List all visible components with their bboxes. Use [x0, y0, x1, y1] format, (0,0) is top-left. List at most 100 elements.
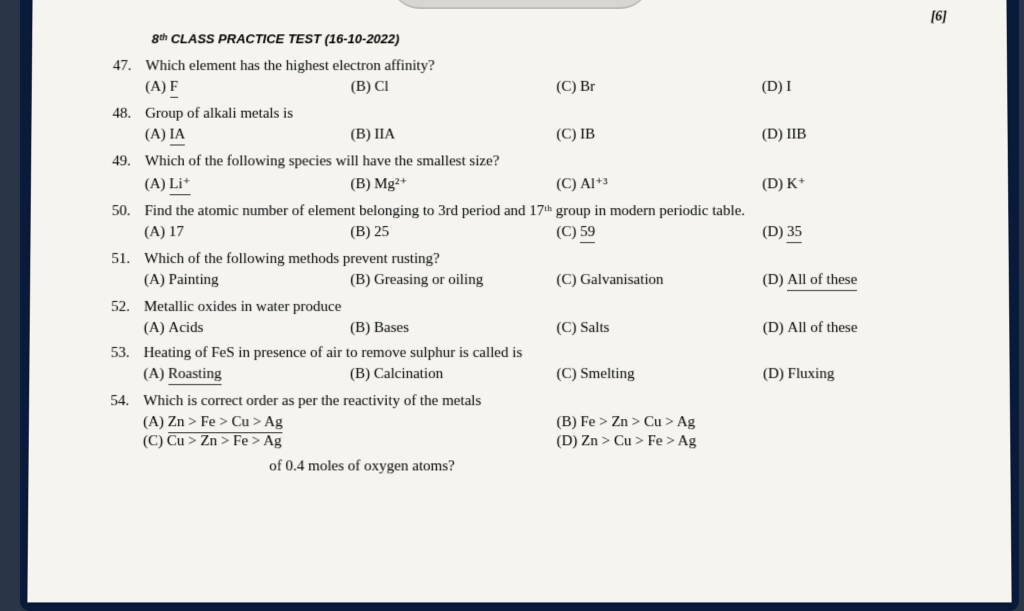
question-number: 51.	[70, 251, 144, 268]
option-value: Al⁺³	[580, 174, 607, 193]
option-key: (A)	[143, 414, 168, 431]
option: (D) IIB	[762, 127, 968, 146]
option-key: (B)	[350, 272, 374, 289]
option: (A) Acids	[144, 320, 350, 337]
question-line: 48.Group of alkali metals is	[71, 106, 967, 123]
question: 48.Group of alkali metals is(A) IA(B) II…	[71, 106, 968, 146]
option: (B) IIA	[351, 127, 557, 146]
cutoff-text: of 0.4 moles of oxygen atoms?	[269, 458, 970, 475]
option-value: IIB	[787, 127, 807, 144]
option: (D) K⁺	[762, 174, 968, 195]
clipboard-clip	[389, 0, 650, 9]
option-value: Mg²⁺	[374, 174, 407, 193]
option-value: Cl	[375, 79, 389, 96]
option-value: F	[170, 79, 178, 98]
option-key: (C)	[143, 433, 167, 450]
question-text: Which is correct order as per the reacti…	[143, 393, 970, 410]
option: (A) Painting	[144, 272, 350, 291]
test-header: 8ᵗʰ CLASS PRACTICE TEST (16-10-2022)	[152, 31, 967, 46]
option-key: (D)	[763, 272, 788, 289]
option-key: (B)	[351, 176, 375, 193]
clipboard-frame: [6] 8ᵗʰ CLASS PRACTICE TEST (16-10-2022)…	[20, 0, 1019, 611]
option: (B) Greasing or oiling	[350, 272, 556, 291]
option-value: IA	[169, 127, 185, 146]
question-text: Group of alkali metals is	[145, 106, 968, 123]
option-key: (A)	[145, 79, 170, 96]
option: (D) 35	[762, 224, 968, 243]
option-key: (C)	[556, 176, 580, 193]
test-paper: [6] 8ᵗʰ CLASS PRACTICE TEST (16-10-2022)…	[27, 0, 1011, 602]
option-key: (D)	[763, 366, 788, 383]
option-key: (D)	[762, 79, 787, 96]
option: (A) IA	[145, 127, 351, 146]
question: 52.Metallic oxides in water produce(A) A…	[70, 299, 970, 337]
option: (D) All of these	[763, 320, 969, 337]
option: (C) Smelting	[557, 366, 764, 385]
option-value: Galvanisation	[580, 272, 663, 289]
question: 53.Heating of FeS in presence of air to …	[69, 345, 969, 385]
option-value: Painting	[169, 272, 219, 289]
option-value: I	[786, 79, 791, 96]
option: (C) Cu > Zn > Fe > Ag	[143, 433, 557, 450]
option-value: Fe > Zn > Cu > Ag	[580, 414, 695, 431]
question-line: 50.Find the atomic number of element bel…	[71, 203, 969, 220]
option-value: Salts	[580, 320, 609, 337]
option-key: (B)	[351, 127, 375, 144]
option-value: IB	[580, 127, 595, 144]
option-key: (C)	[556, 79, 580, 96]
options-row: (A) 17(B) 25(C) 59(D) 35	[144, 224, 968, 243]
option: (B) Calcination	[350, 366, 557, 385]
question-number: 54.	[69, 393, 143, 410]
option-key: (D)	[762, 127, 787, 144]
option-value: Acids	[168, 320, 203, 337]
question: 49.Which of the following species will h…	[71, 153, 968, 195]
option-key: (D)	[557, 433, 582, 450]
option-key: (C)	[557, 320, 581, 337]
option: (B) Fe > Zn > Cu > Ag	[557, 414, 971, 433]
option: (D) I	[762, 79, 968, 98]
option: (A) 17	[144, 224, 350, 243]
option-value: 59	[580, 224, 595, 243]
option-key: (C)	[556, 272, 580, 289]
option-key: (B)	[350, 224, 374, 241]
option-key: (D)	[762, 176, 787, 193]
option-value: Li⁺	[169, 174, 190, 195]
option-key: (D)	[763, 320, 788, 337]
option-value: Greasing or oiling	[374, 272, 483, 289]
question-text: Which element has the highest electron a…	[145, 58, 967, 75]
question-number: 49.	[71, 153, 145, 170]
option-key: (A)	[145, 127, 170, 144]
question-text: Find the atomic number of element belong…	[144, 203, 968, 220]
question-text: Which of the following species will have…	[145, 153, 968, 170]
option-value: Br	[580, 79, 595, 96]
option: (D) Zn > Cu > Fe > Ag	[557, 433, 971, 450]
option: (C) 59	[556, 224, 762, 243]
option-value: K⁺	[787, 174, 806, 193]
option: (C) Salts	[557, 320, 763, 337]
question-number: 47.	[72, 58, 146, 75]
option: (D) Fluxing	[763, 366, 970, 385]
option-value: Calcination	[374, 366, 443, 383]
option-value: 35	[787, 224, 802, 243]
option-key: (B)	[351, 79, 375, 96]
option-value: Fluxing	[788, 366, 835, 383]
option: (A) Li⁺	[145, 174, 351, 195]
option: (B) Cl	[351, 79, 557, 98]
option: (B) Mg²⁺	[351, 174, 557, 195]
option-value: Zn > Cu > Fe > Ag	[581, 433, 696, 450]
options-row: (A) Painting(B) Greasing or oiling(C) Ga…	[144, 272, 969, 291]
question-number: 48.	[71, 106, 145, 123]
option-key: (A)	[144, 272, 169, 289]
options-row: (A) Roasting (B) Calcination(C) Smelting(…	[143, 366, 969, 385]
option-key: (A)	[145, 176, 170, 193]
question-line: 47.Which element has the highest electro…	[72, 58, 968, 75]
option-key: (D)	[762, 224, 787, 241]
option-value: Roasting	[168, 366, 222, 385]
question-line: 53.Heating of FeS in presence of air to …	[69, 345, 969, 362]
option-key: (A)	[143, 366, 168, 383]
question-text: Heating of FeS in presence of air to rem…	[144, 345, 970, 362]
question-number: 50.	[71, 203, 145, 220]
page-number: [6]	[931, 10, 947, 26]
options-row: (A) Acids(B) Bases(C) Salts(D) All of th…	[144, 320, 970, 337]
option-key: (A)	[144, 224, 169, 241]
